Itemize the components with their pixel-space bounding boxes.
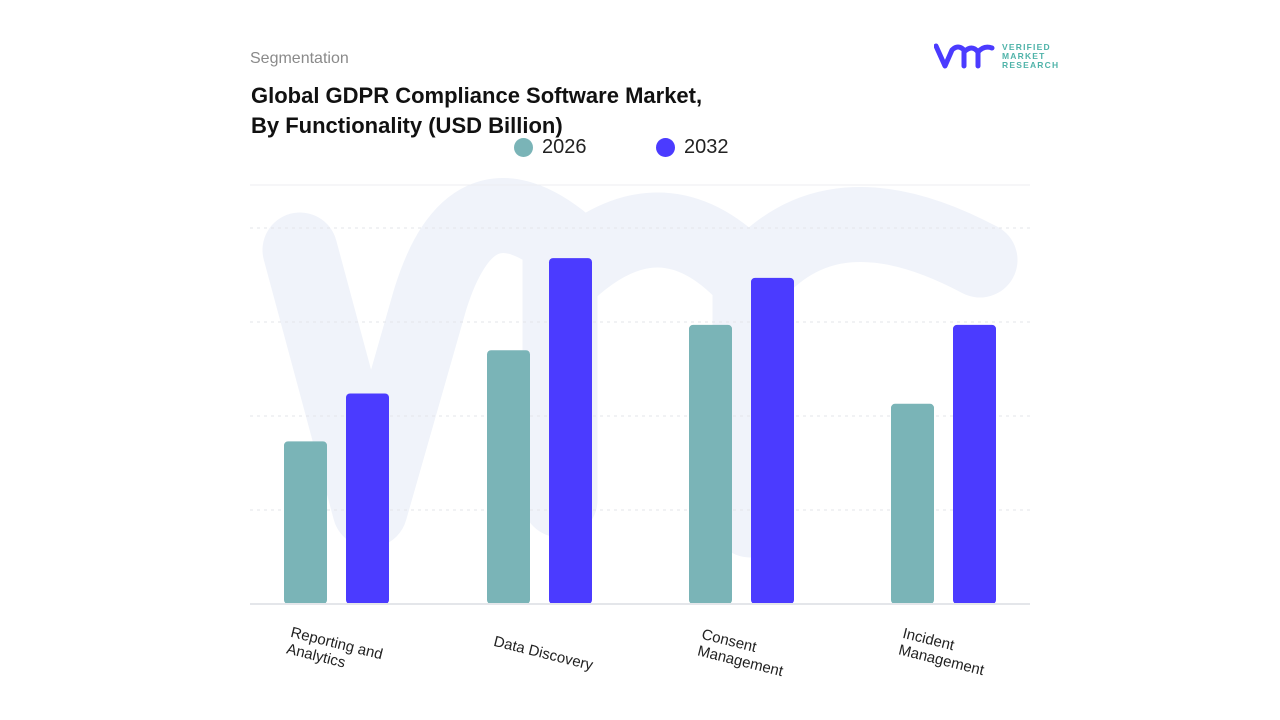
legend-dot-2026 — [514, 138, 533, 157]
title-line-1: Global GDPR Compliance Software Market, — [251, 83, 703, 108]
title-line-2: By Functionality (USD Billion) — [251, 113, 563, 138]
bar-2032-incident-management — [953, 324, 996, 604]
legend-dot-2032 — [656, 138, 675, 157]
legend-item-2026: 2026 — [514, 136, 587, 159]
bar-2026-consent-management — [689, 324, 732, 604]
legend-label-2032: 2032 — [684, 136, 729, 158]
logo-text: VERIFIED MARKET RESEARCH — [1002, 41, 1060, 70]
vmr-logo-mark-icon — [934, 43, 995, 69]
segment-label: Segmentation — [250, 50, 349, 67]
bar-2032-data-discovery — [549, 258, 592, 604]
bar-2026-data-discovery — [487, 350, 530, 604]
logo-line-3: RESEARCH — [1002, 59, 1060, 70]
bar-2026-reporting-and-analytics — [284, 441, 327, 604]
chart-title: Global GDPR Compliance Software Market, … — [251, 81, 851, 141]
legend-item-2032: 2032 — [656, 136, 729, 159]
legend-label-2026: 2026 — [542, 136, 587, 158]
logo-line-2: MARKET — [1002, 50, 1046, 61]
bar-2026-incident-management — [891, 403, 934, 604]
logo-line-1: VERIFIED — [1002, 41, 1051, 52]
vmr-logo: VERIFIED MARKET RESEARCH — [934, 42, 1059, 70]
bar-2032-consent-management — [751, 277, 794, 604]
bar-2032-reporting-and-analytics — [346, 393, 389, 604]
watermark — [262, 178, 1018, 558]
